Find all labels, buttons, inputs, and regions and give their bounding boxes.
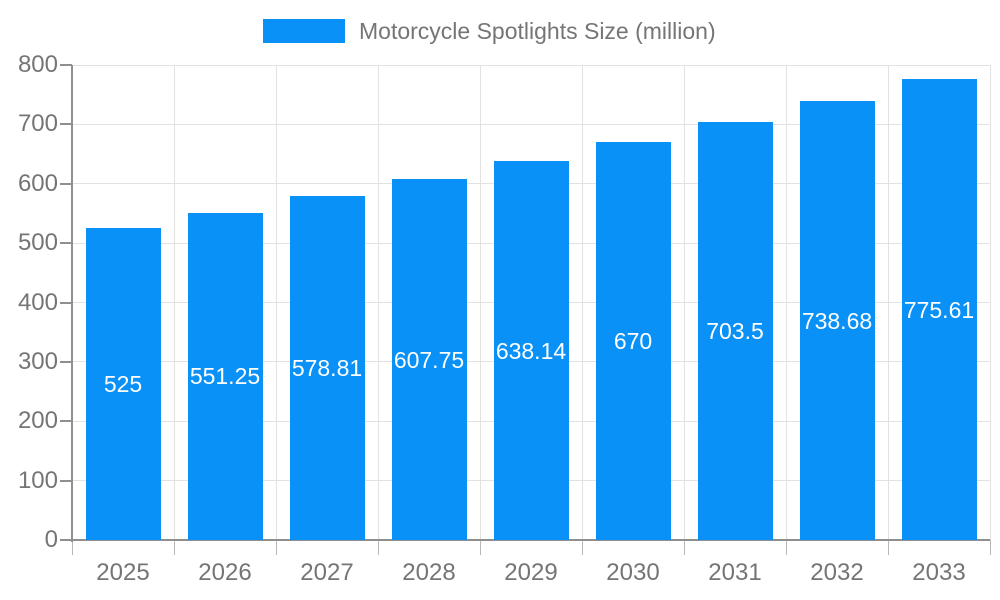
x-axis-label-2029: 2029 [504, 559, 558, 586]
legend-label: Motorcycle Spotlights Size (million) [359, 17, 716, 44]
v-gridline [989, 65, 991, 540]
x-axis-tick [581, 540, 583, 555]
x-axis-label-2033: 2033 [912, 559, 966, 586]
v-gridline [377, 65, 379, 540]
y-axis-tick [60, 182, 72, 185]
x-axis-label-2032: 2032 [810, 559, 864, 586]
bar-value-2026: 551.25 [189, 363, 261, 390]
bar-value-2025: 525 [103, 371, 143, 398]
x-axis-tick [887, 540, 889, 555]
bar-value-2033: 775.61 [903, 296, 975, 323]
h-gridline [72, 123, 990, 125]
bar-2030 [595, 142, 671, 540]
x-axis-label-2025: 2025 [96, 559, 150, 586]
bar-value-2032: 738.68 [801, 307, 873, 334]
y-axis-tick [60, 420, 72, 423]
x-axis-label-2030: 2030 [606, 559, 660, 586]
x-axis-label-2028: 2028 [402, 559, 456, 586]
v-gridline [581, 65, 583, 540]
bar-2028 [391, 179, 467, 540]
y-axis-label: 600 [17, 169, 58, 197]
bar-2027 [289, 196, 365, 540]
x-axis-label-2031: 2031 [708, 559, 762, 586]
h-gridline [72, 64, 990, 66]
v-gridline [275, 65, 277, 540]
chart-legend: Motorcycle Spotlights Size (million) [263, 18, 716, 44]
v-gridline [683, 65, 685, 540]
bar-value-2030: 670 [613, 328, 653, 355]
x-axis-tick [683, 540, 685, 555]
y-axis-tick [60, 301, 72, 304]
y-axis-tick [60, 479, 72, 482]
x-axis-tick [785, 540, 787, 555]
bar-value-2028: 607.75 [393, 346, 465, 373]
x-axis-tick [377, 540, 379, 555]
x-axis-tick [275, 540, 277, 555]
x-axis-label-2026: 2026 [198, 559, 252, 586]
legend-swatch-icon [263, 19, 345, 43]
y-axis-label: 500 [17, 229, 58, 257]
bar-2029 [493, 161, 569, 540]
v-gridline [785, 65, 787, 540]
y-axis-label: 400 [17, 288, 58, 316]
y-axis-label: 700 [17, 110, 58, 138]
v-gridline [173, 65, 175, 540]
bar-value-2031: 703.5 [706, 318, 764, 345]
x-axis-line [72, 539, 990, 541]
bar-2025 [85, 228, 161, 540]
y-axis-label: 100 [17, 466, 58, 494]
x-axis-label-2027: 2027 [300, 559, 354, 586]
x-axis-tick [173, 540, 175, 555]
y-axis-tick [60, 64, 72, 66]
x-axis-tick [989, 540, 991, 555]
bar-2031 [697, 122, 773, 540]
y-axis-label: 300 [17, 347, 58, 375]
y-axis-tick [60, 360, 72, 363]
y-axis-tick [60, 539, 72, 541]
y-axis-line [71, 65, 73, 542]
y-axis-tick [60, 123, 72, 126]
y-axis-tick [60, 242, 72, 245]
x-axis-tick [71, 540, 73, 555]
y-axis-label: 800 [17, 51, 58, 78]
y-axis-label: 0 [44, 526, 58, 553]
bar-value-2027: 578.81 [291, 355, 363, 382]
v-gridline [479, 65, 481, 540]
bar-2033 [901, 79, 977, 540]
bar-2032 [799, 101, 875, 540]
bar-2026 [187, 212, 263, 540]
x-axis-tick [479, 540, 481, 555]
v-gridline [887, 65, 889, 540]
y-axis-label: 200 [17, 407, 58, 435]
bar-value-2029: 638.14 [495, 337, 567, 364]
